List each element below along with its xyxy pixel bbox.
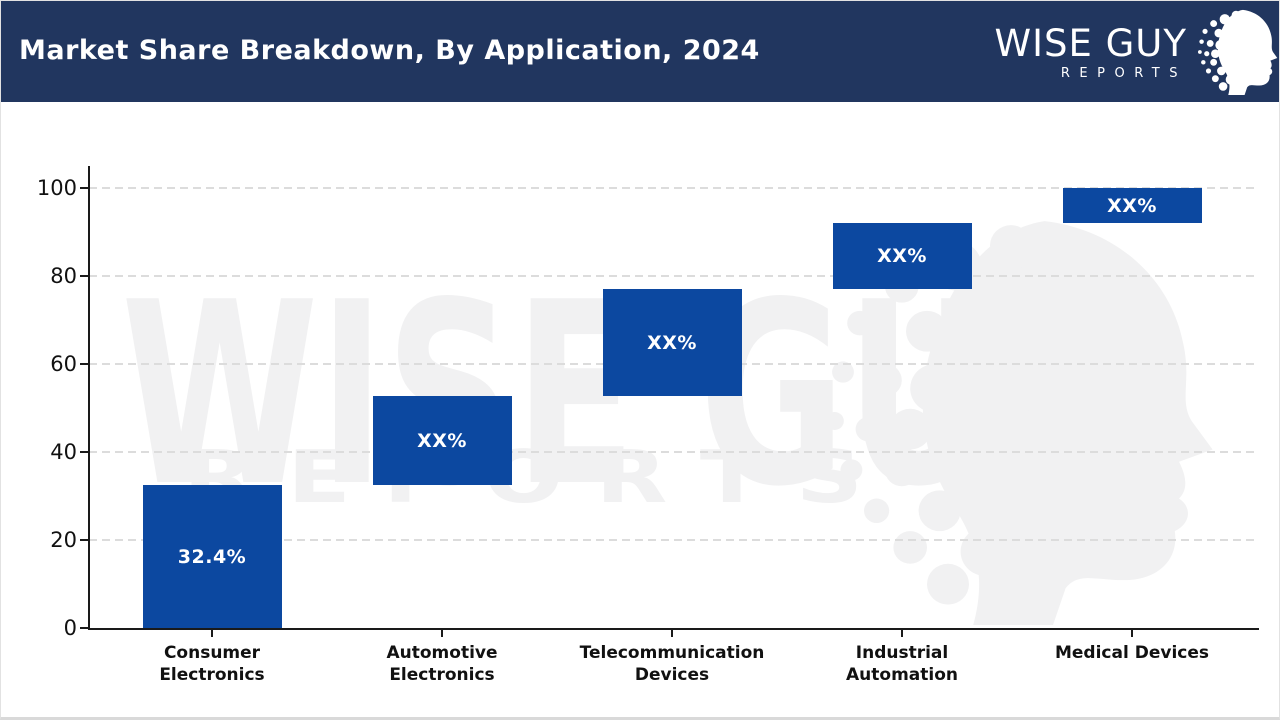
logo-text: WISE GUY REPORTS [995, 25, 1187, 80]
header-banner: Market Share Breakdown, By Application, … [1, 1, 1279, 102]
x-tickmark [211, 628, 213, 637]
bar-segment: XX% [832, 223, 972, 290]
y-tickmark [80, 451, 89, 453]
bar-value-label: XX% [1107, 194, 1157, 217]
y-tickmark [80, 275, 89, 277]
y-tick-label: 80 [50, 264, 77, 288]
y-tickmark [80, 627, 89, 629]
x-category-label: Industrial Automation [846, 643, 958, 686]
gridline [89, 539, 1259, 541]
bar-value-label: XX% [417, 429, 467, 452]
x-tickmark [671, 628, 673, 637]
x-tickmark [441, 628, 443, 637]
y-tick-label: 20 [50, 528, 77, 552]
x-category-label: Telecommunication Devices [579, 643, 765, 686]
y-tickmark [80, 363, 89, 365]
y-tick-label: 0 [63, 616, 77, 640]
bar-value-label: XX% [647, 331, 697, 354]
y-axis [88, 166, 90, 630]
x-category-label: Consumer Electronics [159, 643, 265, 686]
y-tick-label: 100 [36, 176, 77, 200]
watermark-subtext: R E P O R T S [183, 435, 863, 519]
page-title: Market Share Breakdown, By Application, … [19, 35, 760, 66]
x-tickmark [1131, 628, 1133, 637]
logo-subtext: REPORTS [1060, 65, 1187, 81]
y-tickmark [80, 187, 89, 189]
wise-guy-logo: WISE GUY REPORTS [995, 6, 1279, 98]
chart-area: WISE GUY R E P O R T S 0 20 40 60 80 100 32.4%… [1, 102, 1279, 717]
bar-value-label: 32.4% [177, 545, 247, 568]
bar-segment: XX% [602, 289, 742, 397]
y-tick-label: 60 [50, 352, 77, 376]
bar-segment: XX% [1062, 188, 1202, 224]
bar-segment: 32.4% [142, 485, 282, 628]
gridline [89, 275, 1259, 277]
gridline [89, 187, 1259, 189]
x-axis [88, 628, 1259, 630]
bar-value-label: XX% [877, 245, 927, 268]
svg-text:R E P O R T S: R E P O R T S [183, 435, 863, 519]
x-tickmark [901, 628, 903, 637]
y-tick-label: 40 [50, 440, 77, 464]
x-category-label: Automotive Electronics [386, 643, 498, 686]
gridline [89, 451, 1259, 453]
logo-wordmark: WISE GUY [994, 21, 1187, 65]
wise-guy-face-icon [1197, 9, 1278, 95]
x-category-label: Medical Devices [1054, 643, 1209, 663]
y-tickmark [80, 539, 89, 541]
bar-segment: XX% [372, 396, 512, 486]
